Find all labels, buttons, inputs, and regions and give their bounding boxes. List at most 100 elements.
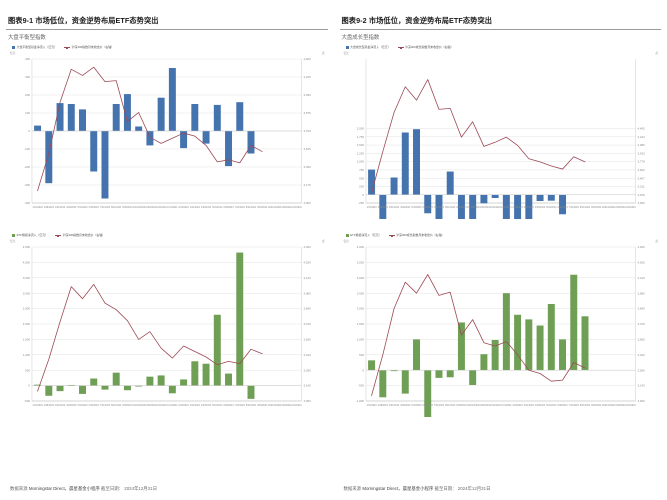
svg-text:4,120: 4,120 [637, 276, 645, 280]
footnote-source: Morningstar Direct，晨星基金小程序 [362, 486, 434, 491]
svg-text:10/31/2024: 10/31/2024 [601, 207, 613, 209]
panel-left-title: 图表9-1 市场低位，资金逆势布局ETF态势突出 [6, 16, 328, 30]
chart-1-1-svg: -400 3,000 -300 3,175 -200 3,350 -100 3,525 0 3,7… [24, 57, 312, 209]
svg-text:11/30/2023: 11/30/2023 [478, 405, 490, 407]
svg-text:3,175: 3,175 [304, 183, 312, 187]
svg-text:10/31/2024: 10/31/2024 [268, 405, 280, 407]
svg-text:3,000: 3,000 [637, 201, 645, 205]
legend-label: 沪深300成长指数月末收盘价（右轴） [396, 233, 445, 238]
svg-text:5/31/2024: 5/31/2024 [212, 405, 223, 407]
left-spacer [6, 417, 328, 482]
svg-text:5/31/2023: 5/31/2023 [411, 405, 422, 407]
legend-item-bar[interactable]: 大盘平衡型基金净流入（亿元） [12, 46, 57, 49]
legend-bar-swatch-icon [12, 46, 15, 49]
svg-text:6/30/2023: 6/30/2023 [422, 207, 433, 209]
svg-text:8/31/2024: 8/31/2024 [246, 405, 257, 407]
svg-text:9/30/2023: 9/30/2023 [122, 207, 133, 209]
svg-text:0: 0 [362, 193, 364, 197]
svg-text:5/31/2024: 5/31/2024 [212, 207, 223, 209]
chart-1-1-left-unit: 亿元 [10, 52, 16, 55]
chart-2-2-plot[interactable]: 亿元 点 -1,000 3,000 -500 3,140 0 3,280 500 3,420 1… [340, 239, 662, 417]
svg-text:3,467: 3,467 [637, 176, 645, 180]
svg-text:4,400: 4,400 [304, 245, 312, 249]
svg-text:2,500: 2,500 [356, 291, 364, 295]
legend-item-line[interactable]: 沪深300成长指数月末收盘价（右轴） [397, 46, 453, 49]
svg-text:3,933: 3,933 [637, 151, 645, 155]
svg-text:1,250: 1,250 [356, 151, 364, 155]
chart-2-2-legend: ETF规模净流入（亿元） 沪深300成长指数月末收盘价（右轴） [340, 231, 662, 239]
legend-item-bar[interactable]: ETF规模净流入（亿元） [12, 234, 48, 237]
chart-1-2-legend: ETF规模净流入（亿元） 沪深300指数月末收盘价（右轴） [6, 231, 328, 239]
svg-text:1/31/2024: 1/31/2024 [501, 207, 512, 209]
svg-text:8/31/2023: 8/31/2023 [111, 207, 122, 209]
svg-text:4/30/2023: 4/30/2023 [400, 207, 411, 209]
svg-text:300: 300 [25, 75, 30, 79]
chart-1-2-left-unit: 亿元 [10, 240, 16, 243]
svg-text:1/31/2024: 1/31/2024 [501, 405, 512, 407]
svg-text:250: 250 [359, 185, 364, 189]
svg-text:-500: -500 [358, 384, 364, 388]
legend-line-swatch-icon [55, 235, 62, 237]
legend-item-line[interactable]: 沪深300指数月末收盘价（右轴） [64, 46, 114, 49]
chart-2-2-right-unit: 点 [655, 240, 658, 243]
svg-text:4/30/2023: 4/30/2023 [400, 405, 411, 407]
svg-text:500: 500 [359, 353, 364, 357]
panel-right-footnote: 数据来源 Morningstar Direct，晨星基金小程序 截至日期： 20… [340, 482, 662, 492]
svg-text:3,700: 3,700 [304, 322, 312, 326]
svg-text:500: 500 [25, 368, 30, 372]
svg-text:1,750: 1,750 [356, 135, 364, 139]
chart-1-1-plot[interactable]: 亿元 点 -400 3,000 -300 3,175 -200 3,350 -100 3,52… [6, 51, 328, 219]
panel-left: 图表9-1 市场低位，资金逆势布局ETF态势突出 大盘平衡型指数 大盘平衡型基金… [6, 16, 328, 492]
legend-item-line[interactable]: 沪深300指数月末收盘价（右轴） [55, 234, 105, 237]
svg-text:4,089: 4,089 [637, 143, 645, 147]
chart-2-1-right-unit: 点 [655, 52, 658, 55]
svg-text:3,700: 3,700 [304, 129, 312, 133]
svg-text:3,280: 3,280 [637, 368, 645, 372]
chart-2-1-plot[interactable]: 亿元 点 -250 3,000 0 3,156 250 3,311 500 3,467 750 3… [340, 51, 662, 219]
svg-text:3/31/2024: 3/31/2024 [190, 405, 201, 407]
svg-text:3,000: 3,000 [23, 291, 31, 295]
footnote-date-label: 截至日期： [101, 486, 124, 491]
chart-1-2-plot[interactable]: 亿元 点 -500 3,000 0 3,140 500 3,280 1,000 3,420 1,… [6, 239, 328, 417]
svg-text:4/30/2024: 4/30/2024 [534, 405, 545, 407]
svg-text:2/28/2023: 2/28/2023 [377, 405, 388, 407]
svg-text:6/30/2024: 6/30/2024 [223, 207, 234, 209]
svg-text:3,311: 3,311 [637, 185, 644, 189]
legend-item-line[interactable]: 沪深300成长指数月末收盘价（右轴） [388, 233, 445, 238]
svg-text:3,140: 3,140 [304, 384, 312, 388]
svg-text:3/31/2024: 3/31/2024 [190, 207, 201, 209]
svg-text:3/31/2023: 3/31/2023 [388, 405, 399, 407]
svg-text:-200: -200 [24, 165, 30, 169]
svg-text:3/31/2023: 3/31/2023 [55, 405, 66, 407]
svg-text:400: 400 [25, 57, 30, 61]
svg-text:4,120: 4,120 [304, 276, 312, 280]
svg-text:6/30/2023: 6/30/2023 [89, 207, 100, 209]
svg-text:3/31/2023: 3/31/2023 [388, 207, 399, 209]
legend-item-bar[interactable]: 大盘成长型基金净流入（亿元） [345, 46, 391, 49]
svg-text:3,000: 3,000 [637, 399, 645, 403]
svg-text:2/29/2024: 2/29/2024 [179, 207, 190, 209]
svg-text:3/31/2024: 3/31/2024 [523, 207, 534, 209]
svg-text:1/31/2023: 1/31/2023 [366, 207, 377, 209]
svg-text:6/30/2023: 6/30/2023 [422, 405, 433, 407]
svg-text:4,225: 4,225 [304, 75, 312, 79]
svg-text:2/28/2023: 2/28/2023 [44, 405, 55, 407]
footnote-source: Morningstar Direct，晨星基金小程序 [28, 486, 100, 491]
svg-text:3,500: 3,500 [356, 260, 364, 264]
svg-text:12/31/2023: 12/31/2023 [489, 207, 501, 209]
svg-text:1,500: 1,500 [23, 337, 31, 341]
svg-text:7/31/2024: 7/31/2024 [235, 207, 246, 209]
svg-text:3,000: 3,000 [304, 399, 312, 403]
panel-left-footnote: 数据来源 Morningstar Direct，晨星基金小程序 截至日期： 20… [6, 482, 328, 492]
svg-text:7/31/2023: 7/31/2023 [433, 207, 444, 209]
svg-text:7/31/2024: 7/31/2024 [235, 405, 246, 407]
svg-text:3/31/2023: 3/31/2023 [55, 207, 66, 209]
svg-text:7/31/2023: 7/31/2023 [100, 207, 111, 209]
svg-text:2/29/2024: 2/29/2024 [179, 405, 190, 407]
svg-text:3,156: 3,156 [637, 193, 645, 197]
svg-text:3,000: 3,000 [356, 276, 364, 280]
svg-text:7/31/2023: 7/31/2023 [100, 405, 111, 407]
svg-text:6/30/2024: 6/30/2024 [223, 405, 234, 407]
legend-item-bar[interactable]: ETF规模净流入（亿元） [345, 234, 382, 237]
svg-text:5/31/2024: 5/31/2024 [546, 207, 557, 209]
